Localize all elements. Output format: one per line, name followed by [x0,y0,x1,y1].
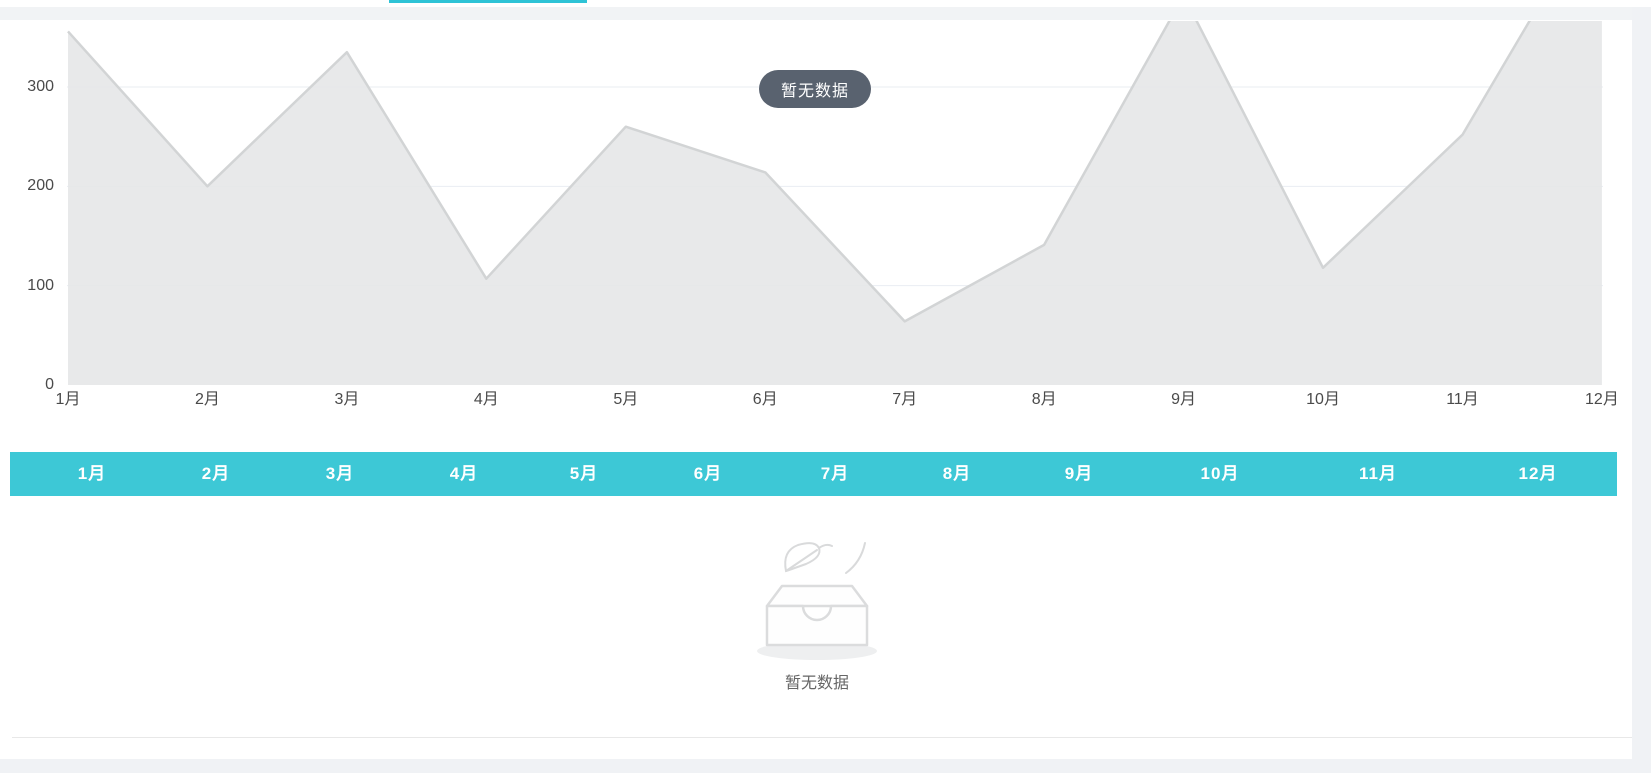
bottom-background-strip [0,759,1651,773]
empty-state: 暂无数据 [722,535,912,695]
leaf-doodle [784,542,866,574]
x-axis-label: 1月 [55,391,81,408]
month-bar-cell[interactable]: 1月 [77,464,107,483]
empty-inbox-icon [757,542,877,660]
empty-state-label: 暂无数据 [784,675,849,692]
x-axis-label: 8月 [1031,391,1057,408]
x-axis-label: 7月 [892,391,918,408]
month-bar-cell[interactable]: 7月 [820,464,850,483]
no-data-badge: 暂无数据 [759,70,871,108]
x-axis-label: 12月 [1585,391,1619,408]
month-bar-cell[interactable]: 12月 [1518,464,1558,483]
x-axis-label: 9月 [1171,391,1197,408]
y-axis-label: 300 [27,78,54,95]
x-axis-label: 5月 [613,391,639,408]
month-bar-cell[interactable]: 4月 [449,464,479,483]
area-series-fill [68,21,1602,385]
right-background-gutter [1632,7,1651,773]
x-axis-label: 10月 [1306,391,1340,408]
month-bar-cell[interactable]: 6月 [693,464,723,483]
active-tab-indicator [389,0,587,3]
area-series-line [67,21,1531,323]
monthly-area-chart[interactable]: 0 100 200 300 1月 2月 3月 4月 5月 6月 7月 8月 9月 10月 11月 12月 暂… [0,20,1651,452]
y-axis-label: 0 [45,376,54,393]
month-header-bar: 1月 2月 3月 4月 5月 6月 7月 8月 9月 10月 11月 12月 [10,452,1617,496]
month-bar-cell[interactable]: 11月 [1359,464,1397,483]
month-bar-cell[interactable]: 10月 [1200,464,1240,483]
section-divider [12,737,1632,738]
month-bar-cell[interactable]: 2月 [201,464,231,483]
chart-canvas[interactable] [0,20,1651,452]
x-axis-label: 3月 [334,391,360,408]
inbox-box [765,584,869,647]
y-axis-label: 200 [27,177,54,195]
x-axis-label: 4月 [473,391,499,408]
month-bar-cell[interactable]: 9月 [1064,464,1094,483]
month-bar-cell[interactable]: 5月 [569,464,599,483]
y-axis-label: 100 [27,276,54,294]
top-background-band [0,7,1651,20]
x-axis-label: 2月 [194,391,220,408]
x-axis-label: 11月 [1446,391,1479,408]
x-axis-label: 6月 [752,391,778,408]
month-bar-cell[interactable]: 3月 [325,464,355,483]
month-bar-cell[interactable]: 8月 [942,464,972,483]
